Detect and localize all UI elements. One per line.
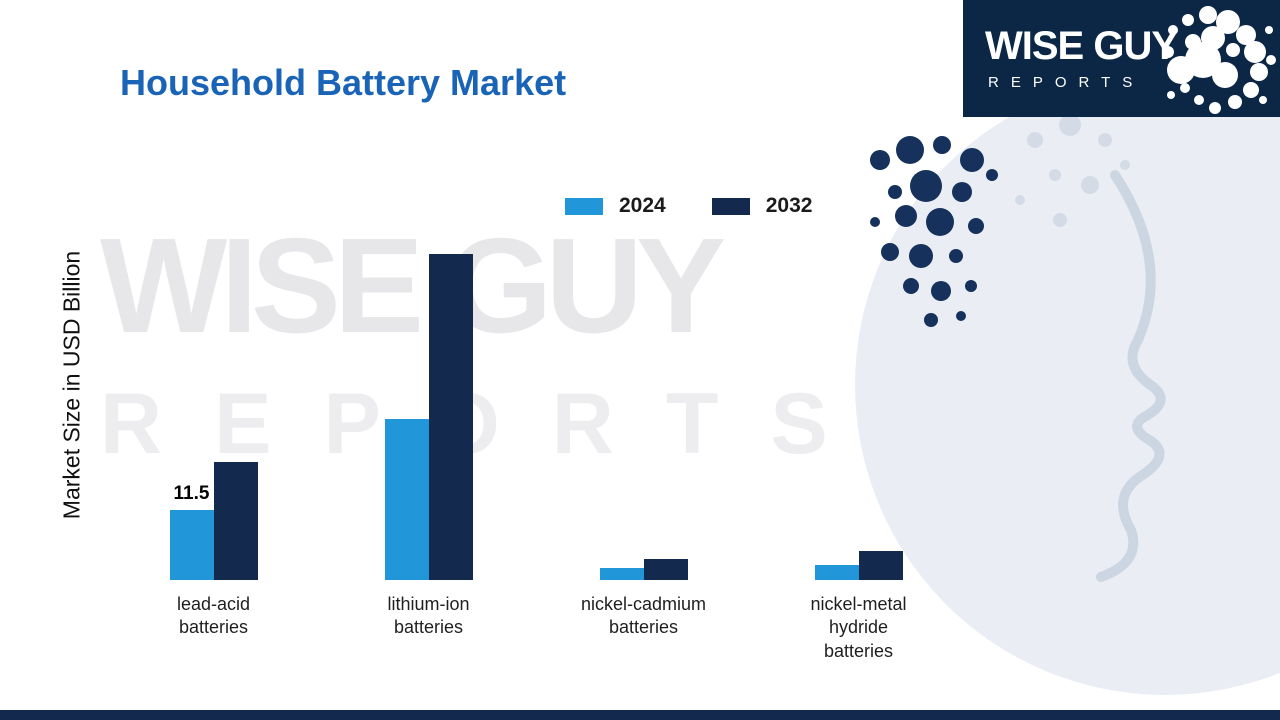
- legend-swatch-2024: [565, 197, 603, 215]
- category-group: lithium-ion batteries: [321, 0, 536, 663]
- category-group: nickel-metal hydride batteries: [751, 0, 966, 663]
- legend-label-2032: 2032: [765, 194, 813, 217]
- legend-item-2024: 2024: [565, 194, 666, 218]
- bar-pair: [599, 0, 688, 580]
- bar-2024: [384, 419, 429, 580]
- bar-pair: [384, 0, 473, 580]
- category-group: 11.5 lead-acid batteries: [106, 0, 321, 663]
- legend-label-2024: 2024: [619, 194, 666, 217]
- category-label: lithium-ion batteries: [387, 594, 470, 638]
- gray-dots: [1015, 114, 1130, 227]
- category-group: nickel-cadmium batteries: [536, 0, 751, 663]
- category-label: nickel-metal hydride batteries: [810, 594, 907, 661]
- logo-text: WISE GUY REPORTS: [985, 24, 1178, 91]
- bar-pair: [814, 0, 903, 580]
- chart-legend: 2024 2032: [565, 194, 812, 218]
- y-axis-label: Market Size in USD Billion: [58, 250, 85, 520]
- category-label: lead-acid batteries: [176, 594, 251, 638]
- bar-2024: [599, 568, 644, 580]
- face-profile-curve: [1096, 170, 1166, 582]
- bar-2032: [858, 551, 903, 580]
- bar-pair: 11.5: [169, 0, 258, 580]
- legend-swatch-2032: [711, 197, 750, 215]
- logo-wordmark: WISE GUY: [985, 24, 1178, 68]
- logo-subtitle: REPORTS: [988, 74, 1145, 91]
- bar-2024: 11.5: [169, 483, 214, 580]
- bar-2032: [213, 462, 258, 580]
- bar-2032: [643, 559, 688, 580]
- bar-2024: [814, 565, 859, 580]
- footer-bar: [0, 710, 1280, 720]
- category-label: nickel-cadmium batteries: [580, 594, 707, 638]
- bar-value-label: 11.5: [173, 483, 210, 504]
- legend-item-2032: 2032: [711, 194, 813, 218]
- bar-2032: [428, 254, 473, 580]
- page-title: Household Battery Market: [120, 62, 567, 104]
- brand-logo: WISE GUY REPORTS: [963, 0, 1280, 117]
